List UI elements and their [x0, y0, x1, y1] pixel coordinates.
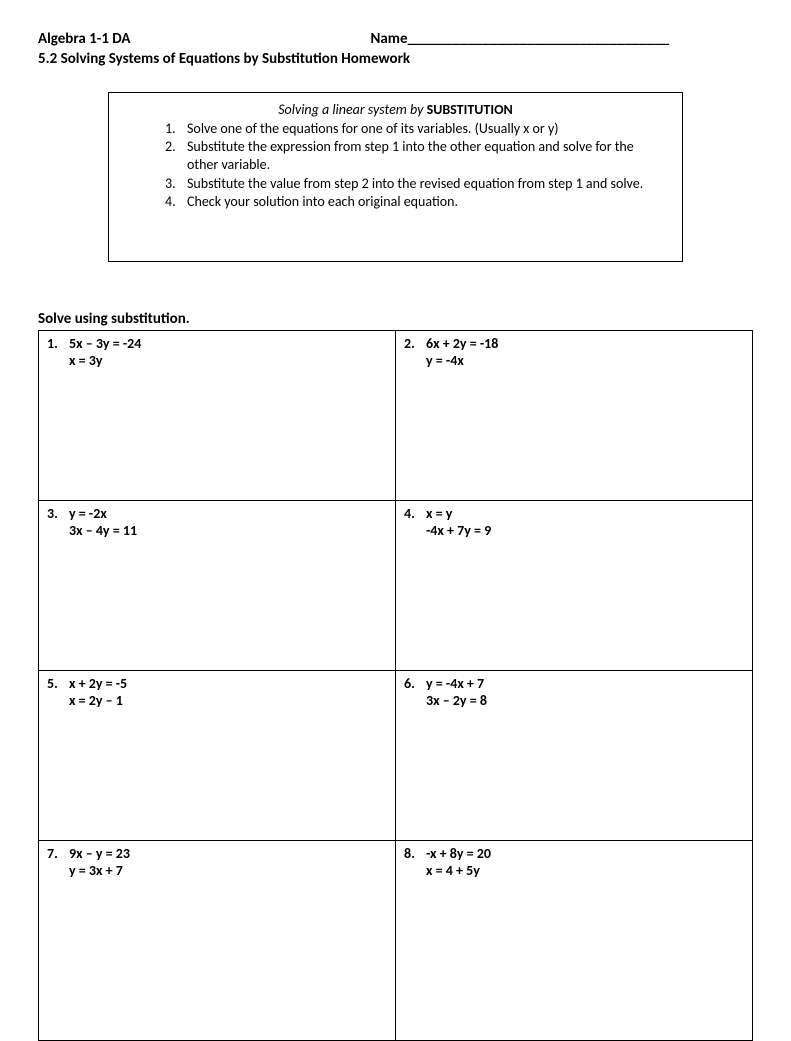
problem-equation: -x + 8y = 20	[426, 845, 491, 862]
problem-equation: x = 4 + 5y	[426, 862, 491, 879]
problem-equation: x = y	[426, 505, 491, 522]
document-subtitle: 5.2 Solving Systems of Equations by Subs…	[38, 50, 753, 68]
instructions-title-italic: Solving a linear system by	[278, 101, 426, 118]
instructions-title-bold: SUBSTITUTION	[427, 101, 513, 118]
course-label: Algebra 1-1 DA	[38, 30, 371, 48]
step-number: 1.	[165, 120, 187, 138]
problem-cell: 5. x + 2y = -5 x = 2y – 1	[39, 670, 396, 840]
instructions-box: Solving a linear system by SUBSTITUTION …	[108, 92, 683, 262]
problem-equation: x = 2y – 1	[69, 692, 127, 709]
problem-number: 2.	[404, 335, 426, 369]
instructions-list: 1.Solve one of the equations for one of …	[133, 120, 658, 211]
step-number: 4.	[165, 193, 187, 211]
problem-number: 1.	[47, 335, 69, 369]
problem-cell: 7. 9x – y = 23 y = 3x + 7	[39, 840, 396, 1040]
instruction-step: 4.Check your solution into each original…	[165, 193, 658, 211]
table-row: 1. 5x – 3y = -24 x = 3y 2. 6x + 2y = -18…	[39, 330, 753, 500]
problem-number: 8.	[404, 845, 426, 879]
instruction-step: 3.Substitute the value from step 2 into …	[165, 175, 658, 193]
document-header: Algebra 1-1 DA Name_____________________…	[38, 30, 753, 48]
problem-equation: x = 3y	[69, 352, 141, 369]
problem-equation: 3x – 4y = 11	[69, 522, 137, 539]
problem-cell: 2. 6x + 2y = -18 y = -4x	[396, 330, 753, 500]
problem-equation: x + 2y = -5	[69, 675, 127, 692]
problem-equation: y = 3x + 7	[69, 862, 130, 879]
problem-cell: 6. y = -4x + 7 3x – 2y = 8	[396, 670, 753, 840]
problem-equation: 5x – 3y = -24	[69, 335, 141, 352]
problem-cell: 8. -x + 8y = 20 x = 4 + 5y	[396, 840, 753, 1040]
step-number: 2.	[165, 138, 187, 174]
instructions-title: Solving a linear system by SUBSTITUTION	[133, 101, 658, 118]
step-number: 3.	[165, 175, 187, 193]
problem-cell: 4. x = y -4x + 7y = 9	[396, 500, 753, 670]
problem-cell: 3. y = -2x 3x – 4y = 11	[39, 500, 396, 670]
name-field: Name___________________________________	[371, 30, 753, 48]
problem-number: 7.	[47, 845, 69, 879]
problem-number: 5.	[47, 675, 69, 709]
problem-number: 6.	[404, 675, 426, 709]
problem-number: 4.	[404, 505, 426, 539]
table-row: 7. 9x – y = 23 y = 3x + 7 8. -x + 8y = 2…	[39, 840, 753, 1040]
step-text: Check your solution into each original e…	[187, 193, 458, 211]
section-title: Solve using substitution.	[38, 310, 753, 328]
problem-equation: y = -2x	[69, 505, 137, 522]
problem-cell: 1. 5x – 3y = -24 x = 3y	[39, 330, 396, 500]
problem-equation: 9x – y = 23	[69, 845, 130, 862]
table-row: 3. y = -2x 3x – 4y = 11 4. x = y -4x + 7…	[39, 500, 753, 670]
problem-equation: 3x – 2y = 8	[426, 692, 487, 709]
instruction-step: 2.Substitute the expression from step 1 …	[165, 138, 658, 174]
problem-number: 3.	[47, 505, 69, 539]
instruction-step: 1.Solve one of the equations for one of …	[165, 120, 658, 138]
table-row: 5. x + 2y = -5 x = 2y – 1 6. y = -4x + 7…	[39, 670, 753, 840]
problem-equation: y = -4x + 7	[426, 675, 487, 692]
problem-equation: y = -4x	[426, 352, 498, 369]
problem-equation: 6x + 2y = -18	[426, 335, 498, 352]
problem-equation: -4x + 7y = 9	[426, 522, 491, 539]
problems-table: 1. 5x – 3y = -24 x = 3y 2. 6x + 2y = -18…	[38, 330, 753, 1041]
step-text: Substitute the value from step 2 into th…	[187, 175, 643, 193]
step-text: Solve one of the equations for one of it…	[187, 120, 559, 138]
step-text: Substitute the expression from step 1 in…	[187, 138, 658, 174]
name-label: Name	[371, 30, 408, 48]
name-line: ___________________________________	[408, 30, 669, 48]
